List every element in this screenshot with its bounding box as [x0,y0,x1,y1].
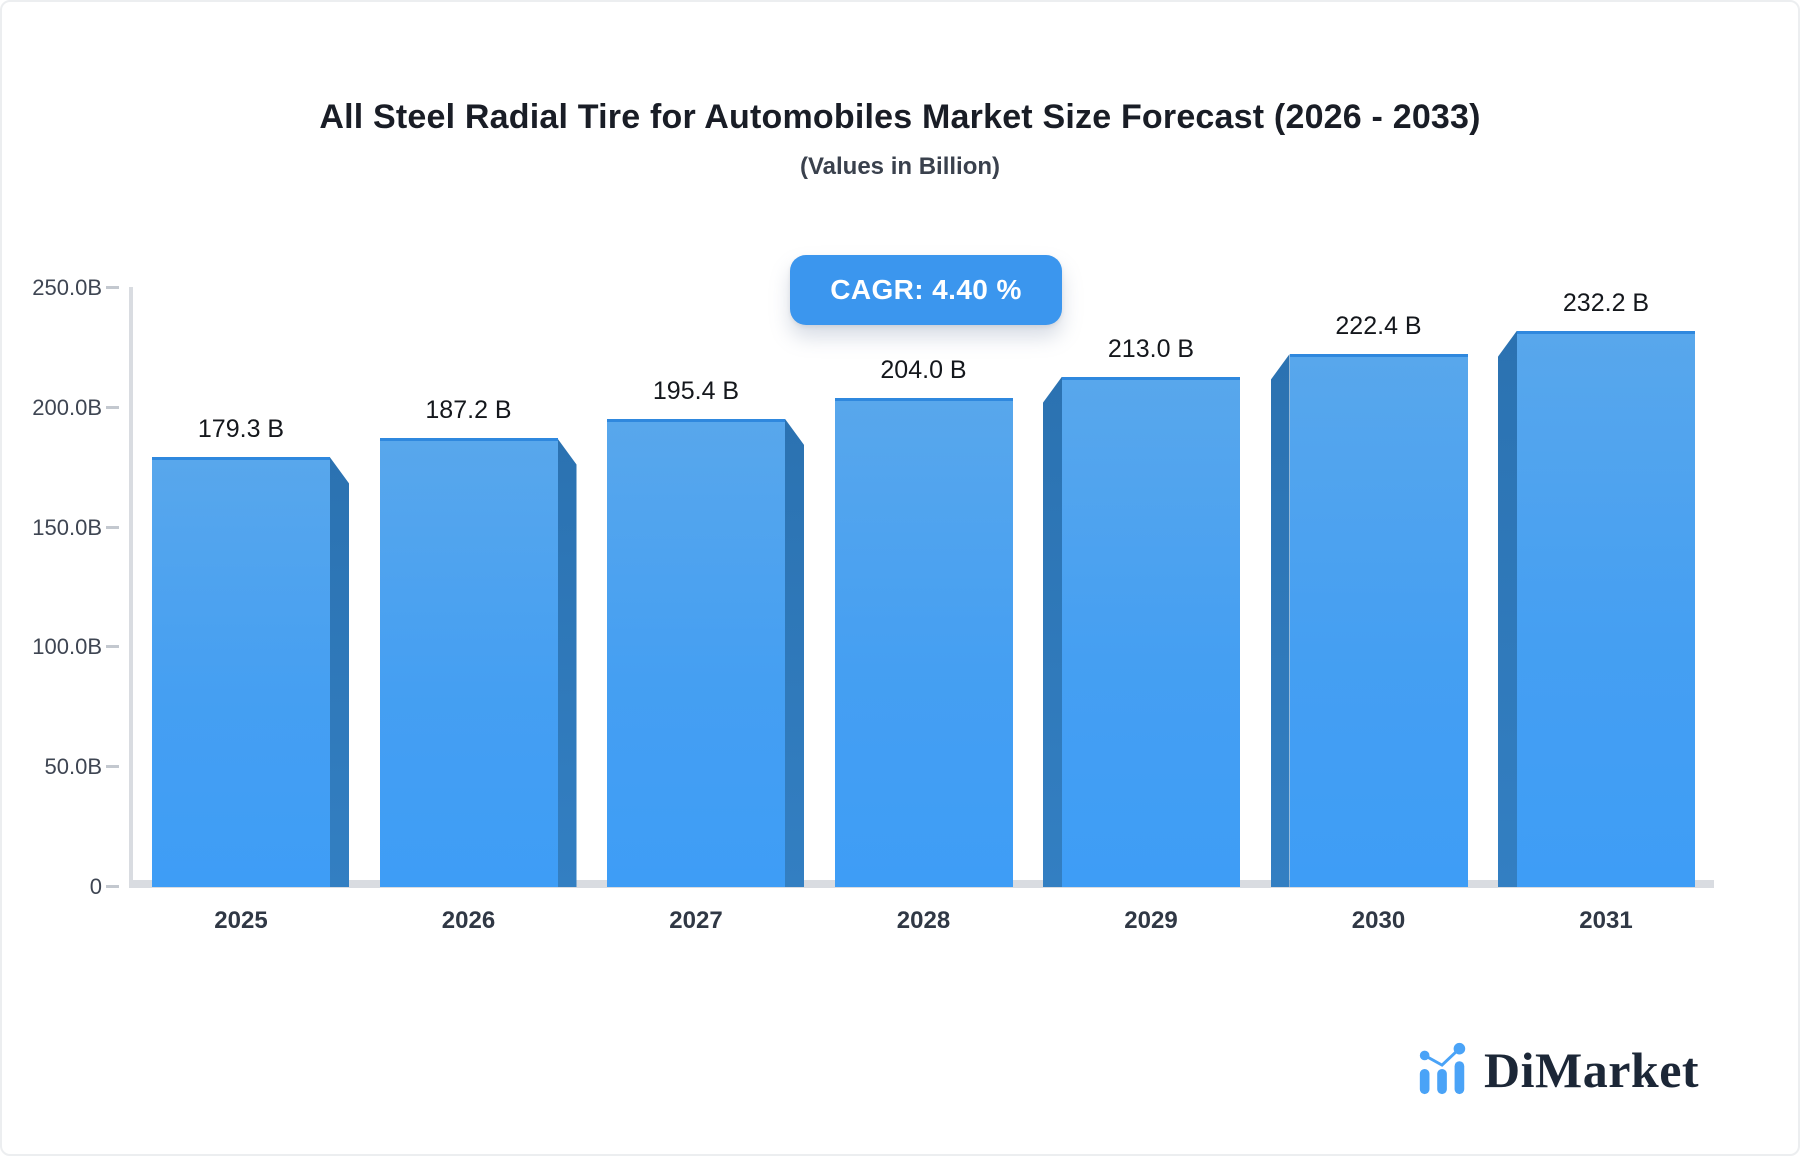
y-axis-tick-label: 50.0B [44,754,103,780]
bar-side-face [330,457,349,887]
brand-logo: DiMarket [1414,1040,1699,1096]
bar-value-label: 232.2 B [1562,288,1650,317]
bar-face [152,457,330,887]
bar-side-face [785,418,804,887]
bar-value-label: 204.0 B [880,356,967,385]
bar-value-label: 222.4 B [1335,312,1422,341]
bar-value-label: 213.0 B [1107,334,1195,363]
bar-chart-logo-icon [1419,1042,1466,1095]
brand-logo-text: DiMarket [1484,1042,1700,1098]
y-axis-tick-label: 250.0B [32,275,102,300]
bar-face [1289,354,1468,887]
y-axis-tick-mark [106,286,119,289]
y-axis-tick-label: 150.0B [32,514,102,540]
x-axis-label: 2029 [1124,907,1178,934]
y-axis-tick-label: 0 [89,874,102,899]
chart-title: All Steel Radial Tire for Automobiles Ma… [319,98,1481,136]
x-axis-label: 2031 [1579,907,1633,934]
bar-group [1498,330,1695,887]
y-axis-tick-mark [106,525,119,529]
cagr-badge-label: CAGR: 4.40 % [830,274,1022,305]
bar-group [607,418,804,887]
bar-side-face [557,438,577,887]
bar-group [379,438,577,887]
y-axis-line [129,287,133,888]
bar-face [834,398,1013,887]
bar-group [152,457,349,887]
y-axis-tick-label: 100.0B [32,634,102,660]
bar-face [1062,376,1240,887]
y-axis-tick-mark [106,765,119,769]
y-axis-tick-label: 200.0B [32,394,102,420]
y-axis-tick-mark [106,885,119,888]
bar-group [1270,354,1468,887]
x-axis-label: 2028 [896,907,951,934]
bar-side-face [1270,354,1290,887]
cagr-badge: CAGR: 4.40 % [790,255,1062,325]
x-axis-label: 2026 [441,907,496,934]
y-axis-tick-mark [106,645,119,649]
bar-side-face [1043,376,1062,887]
bar-face [607,418,785,887]
bar-face [1517,330,1695,887]
bar-group [834,398,1013,887]
bar-side-face [1498,330,1517,887]
bar-value-label: 179.3 B [197,415,285,444]
bar-face [379,438,558,887]
bar-value-label: 187.2 B [425,396,512,425]
x-axis-label: 2025 [214,907,268,934]
y-axis-tick-mark [106,405,119,409]
x-axis-label: 2030 [1351,907,1406,934]
chart-subtitle: (Values in Billion) [799,153,1001,180]
bar-value-label: 195.4 B [652,376,740,405]
bar-group [1043,376,1240,887]
x-axis-label: 2027 [669,907,723,934]
